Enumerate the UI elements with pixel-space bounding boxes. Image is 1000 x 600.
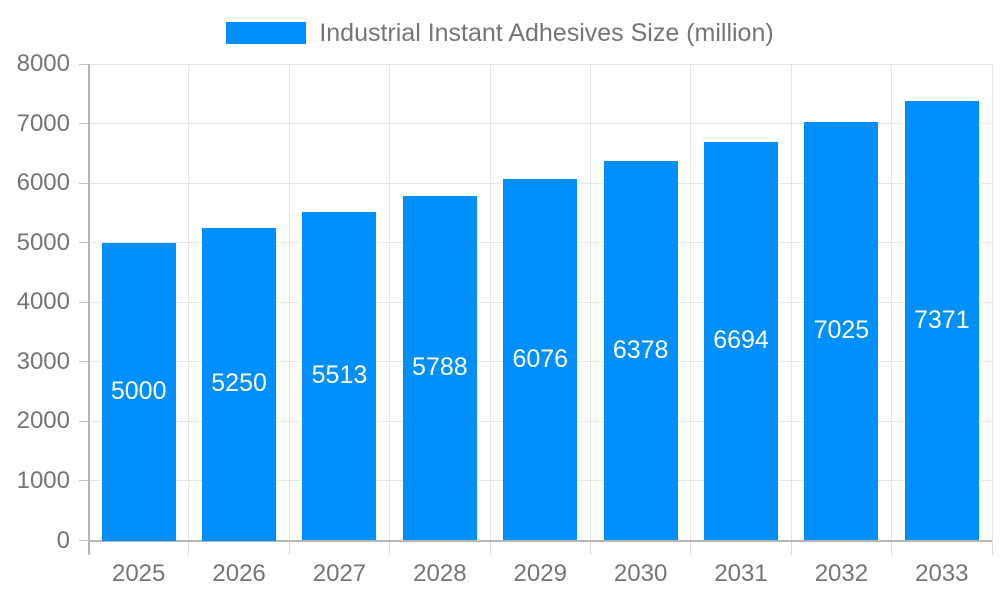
bar[interactable] — [904, 101, 979, 541]
y-axis-label: 1000 — [16, 466, 70, 494]
gridline-vertical — [589, 64, 591, 541]
bar[interactable] — [202, 227, 277, 541]
y-axis-tick — [78, 540, 89, 541]
y-axis-label: 2000 — [16, 407, 70, 435]
y-axis-tick — [78, 480, 89, 482]
y-axis-tick — [78, 242, 89, 244]
gridline-horizontal — [88, 123, 992, 125]
x-axis-tick — [891, 540, 893, 555]
legend[interactable]: Industrial Instant Adhesives Size (milli… — [0, 18, 1000, 47]
bar[interactable] — [503, 178, 578, 541]
x-axis-line — [88, 539, 992, 542]
y-axis-tick — [78, 361, 89, 363]
bar[interactable] — [302, 212, 377, 541]
y-axis-tick — [78, 123, 89, 125]
gridline-vertical — [891, 64, 893, 541]
gridline-vertical — [489, 64, 491, 541]
bar[interactable] — [402, 195, 477, 541]
y-axis-label: 3000 — [16, 347, 70, 375]
x-axis-label: 2031 — [714, 560, 768, 587]
bar[interactable] — [101, 242, 176, 541]
gridline-vertical — [991, 64, 993, 541]
y-axis-tick — [78, 420, 89, 422]
x-axis-tick — [188, 540, 190, 555]
y-axis-label: 0 — [56, 526, 70, 554]
y-axis-label: 6000 — [16, 169, 70, 197]
y-axis-label: 5000 — [16, 228, 70, 256]
x-axis-label: 2028 — [413, 560, 467, 587]
x-axis-tick — [991, 540, 993, 555]
x-axis-tick — [790, 540, 792, 555]
x-axis-label: 2032 — [814, 560, 869, 587]
x-axis-label: 2029 — [513, 560, 567, 587]
x-axis-label: 2033 — [915, 560, 969, 587]
x-axis-tick — [389, 540, 391, 555]
y-axis-tick — [78, 63, 89, 65]
x-axis-label: 2026 — [212, 560, 266, 587]
x-axis-tick — [690, 540, 692, 555]
gridline-vertical — [188, 64, 190, 541]
bar[interactable] — [603, 160, 678, 541]
gridline-horizontal — [88, 63, 992, 65]
x-axis-tick — [589, 540, 591, 555]
legend-label: Industrial Instant Adhesives Size (milli… — [319, 18, 774, 47]
y-axis-tick — [78, 182, 89, 184]
gridline-vertical — [690, 64, 692, 541]
x-axis-tick — [288, 540, 290, 555]
y-axis-tick — [78, 301, 89, 303]
bar[interactable] — [704, 141, 779, 541]
x-axis-label: 2025 — [111, 560, 166, 587]
y-axis-label: 4000 — [16, 288, 70, 316]
x-axis-tick — [489, 540, 491, 555]
x-axis-label: 2030 — [613, 560, 668, 587]
y-axis-line — [87, 64, 90, 555]
gridline-vertical — [790, 64, 792, 541]
gridline-vertical — [389, 64, 391, 541]
y-axis-label: 7000 — [16, 109, 70, 137]
bar[interactable] — [804, 122, 879, 541]
legend-swatch — [226, 22, 307, 44]
gridline-vertical — [288, 64, 290, 541]
y-axis-label: 8000 — [16, 50, 70, 77]
x-axis-label: 2027 — [312, 560, 367, 587]
